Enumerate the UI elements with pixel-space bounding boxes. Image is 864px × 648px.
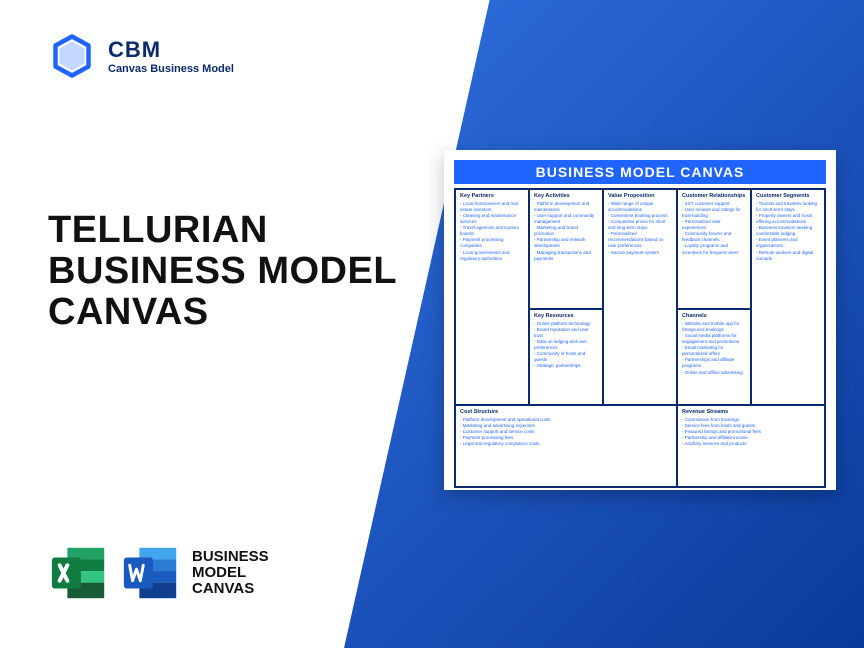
cell-key-activities: Key Activities Platform development and …	[529, 189, 603, 309]
list-item: Platform development and maintenance	[534, 201, 598, 213]
list-item: Local homeowners and real estate investo…	[460, 201, 524, 213]
bottom-label-1: BUSINESS	[192, 549, 269, 565]
bottom-label-3: CANVAS	[192, 581, 269, 597]
list-item: Loyalty programs and incentives for freq…	[682, 243, 746, 255]
list-item: Cleaning and maintenance services	[460, 213, 524, 225]
cell-value-proposition: Value Proposition Wide range of unique a…	[603, 189, 677, 405]
logo-top: CBM Canvas Business Model	[48, 32, 234, 80]
cell-customer-relationships: Customer Relationships 24/7 customer sup…	[677, 189, 751, 309]
list-item: Data on lodging and user preferences	[534, 339, 598, 351]
list-item: Marketing and brand promotion	[534, 225, 598, 237]
canvas-header: BUSINESS MODEL CANVAS	[454, 160, 826, 184]
cell-key-resources: Key Resources Online platform technology…	[529, 309, 603, 405]
list-item: Remote workers and digital nomads	[756, 250, 820, 262]
list-item: Partnership and network development	[534, 237, 598, 249]
logo-brand-text: CBM	[108, 37, 234, 63]
bottom-label-2: MODEL	[192, 565, 269, 581]
list-item: Brand reputation and user trust	[534, 327, 598, 339]
main-title: TELLURIAN BUSINESS MODEL CANVAS	[48, 210, 397, 333]
list-item: Partnerships and affiliate programs	[682, 357, 746, 369]
cell-customer-segments: Customer Segments Tourists and travelers…	[751, 189, 825, 405]
list-item: Community of hosts and guests	[534, 351, 598, 363]
list-item: User reviews and ratings for trust-build…	[682, 207, 746, 219]
list-item: Website and mobile app for listings and …	[682, 321, 746, 333]
excel-icon	[48, 542, 110, 604]
list-item: Personalized user experiences	[682, 219, 746, 231]
title-line-1: TELLURIAN	[48, 210, 397, 251]
list-item: Managing transactions and payments	[534, 250, 598, 262]
cell-key-partners: Key Partners Local homeowners and real e…	[455, 189, 529, 405]
cell-channels: Channels Website and mobile app for list…	[677, 309, 751, 405]
list-item: Social media platforms for engagement an…	[682, 333, 746, 345]
bottom-label: BUSINESS MODEL CANVAS	[192, 549, 269, 596]
list-item: Wide range of unique accommodations	[608, 201, 672, 213]
title-line-2: BUSINESS MODEL	[48, 251, 397, 292]
cell-cost-structure: Cost Structure Platform development and …	[455, 405, 677, 487]
list-item: Event planners and organizations	[756, 237, 820, 249]
cell-revenue-streams: Revenue Streams Commission from bookings…	[677, 405, 825, 487]
list-item: User support and community management	[534, 213, 598, 225]
list-item: Ancillary services and products	[682, 441, 820, 447]
list-item: Tourists and travelers looking for short…	[756, 201, 820, 213]
bottom-icon-row: BUSINESS MODEL CANVAS	[48, 542, 269, 604]
list-item: Secure payment system	[608, 250, 672, 256]
list-item: Travel agencies and tourism boards	[460, 225, 524, 237]
list-item: Payment processing companies	[460, 237, 524, 249]
canvas-grid: Key Partners Local homeowners and real e…	[454, 188, 826, 488]
list-item: Online and offline advertising	[682, 370, 746, 376]
list-item: Strategic partnerships	[534, 363, 598, 369]
list-item: Competitive prices for short and long-te…	[608, 219, 672, 231]
list-item: Legal and regulatory compliance costs	[460, 441, 672, 447]
list-item: Property owners and hosts offering accom…	[756, 213, 820, 225]
list-item: Personalized recommendations based on us…	[608, 231, 672, 249]
cbm-logo-icon	[48, 32, 96, 80]
title-line-3: CANVAS	[48, 292, 397, 333]
canvas-preview: BUSINESS MODEL CANVAS Key Partners Local…	[444, 150, 836, 490]
list-item: Community forums and feedback channels	[682, 231, 746, 243]
word-icon	[120, 542, 182, 604]
logo-sub-text: Canvas Business Model	[108, 63, 234, 75]
list-item: Local governments and regulatory authori…	[460, 250, 524, 262]
list-item: Business travelers seeking comfortable l…	[756, 225, 820, 237]
list-item: Email marketing for personalized offers	[682, 345, 746, 357]
